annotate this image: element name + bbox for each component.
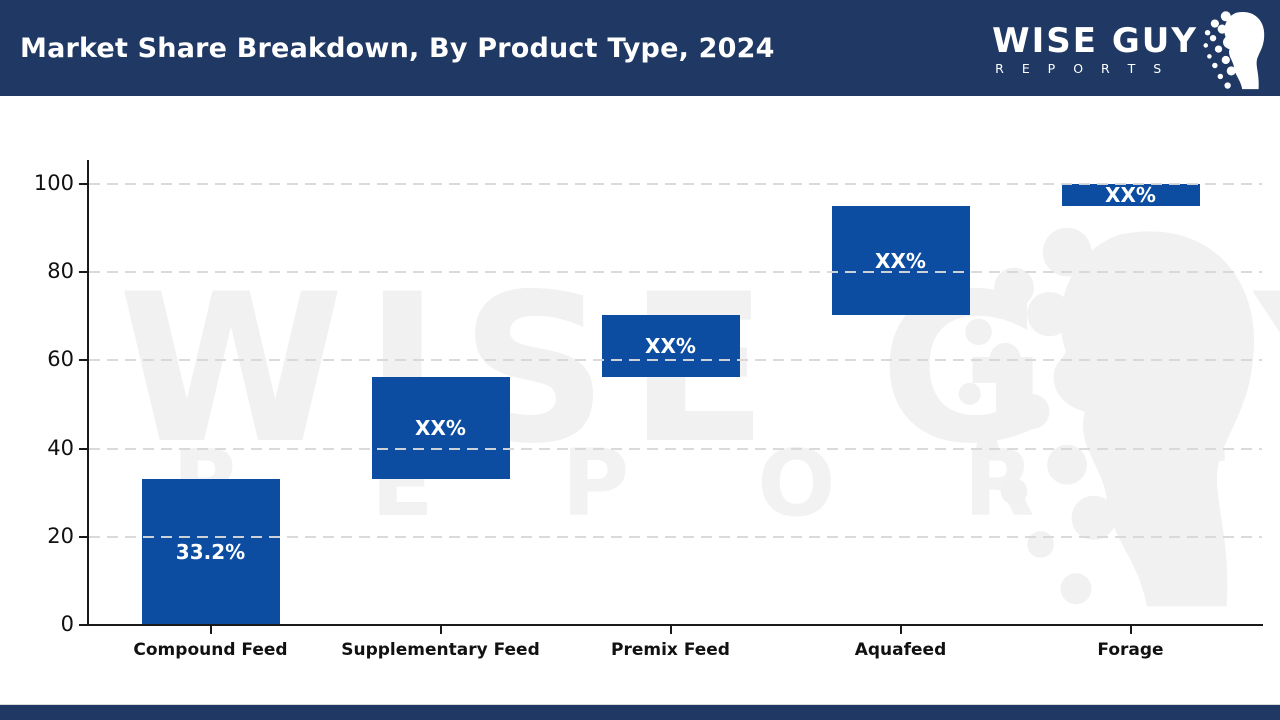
bar-compound-feed: 33.2% — [141, 478, 280, 625]
bar-forage: XX% — [1061, 183, 1200, 208]
bar-value-label: XX% — [415, 415, 466, 440]
y-axis-tick-label: 20 — [47, 523, 74, 548]
y-tick-mark — [79, 624, 87, 626]
x-axis-category-label: Aquafeed — [854, 640, 947, 660]
x-axis-category-label: Compound Feed — [133, 640, 288, 660]
gridline-80 — [89, 271, 1262, 274]
bar-value-label: 33.2% — [175, 539, 246, 564]
x-axis-category-label: Supplementary Feed — [341, 640, 540, 660]
y-axis-tick-label: 0 — [60, 612, 74, 636]
bar-value-label: XX% — [1105, 183, 1156, 208]
page-title: Market Share Breakdown, By Product Type,… — [20, 32, 775, 64]
x-axis-category-label: Premix Feed — [611, 640, 730, 660]
brand-name-text: WISE GUY — [992, 21, 1198, 62]
y-axis-tick-label: 80 — [47, 259, 74, 284]
header-bar: Market Share Breakdown, By Product Type,… — [0, 0, 1280, 96]
gridline-20 — [89, 535, 1262, 538]
x-tick-mark — [669, 626, 672, 634]
bar-value-label: XX% — [875, 248, 926, 273]
x-axis-spine — [87, 624, 1263, 626]
gridline-60 — [89, 359, 1262, 362]
x-tick-mark — [209, 626, 212, 634]
bar-value-label: XX% — [645, 334, 696, 359]
y-tick-mark — [79, 183, 87, 185]
footer-bar — [0, 704, 1280, 720]
y-tick-mark — [79, 271, 87, 274]
brand-wordmark: WISE GUY R E P O R T S — [992, 21, 1198, 76]
brand-face-icon — [1203, 11, 1265, 90]
x-tick-mark — [439, 626, 442, 634]
gridline-40 — [89, 447, 1262, 450]
gridline-100 — [89, 183, 1262, 185]
y-axis-spine — [87, 160, 89, 626]
bar-supplementary-feed: XX% — [371, 377, 510, 479]
y-tick-mark — [79, 359, 87, 362]
y-axis-tick-label: 60 — [47, 347, 74, 372]
x-tick-mark — [899, 626, 902, 634]
y-tick-mark — [79, 447, 87, 450]
x-axis-category-label: Forage — [1097, 640, 1164, 660]
bar-premix-feed: XX% — [601, 314, 740, 378]
watermark-face-icon — [958, 227, 1255, 607]
brand-reports-text: R E P O R T S — [995, 60, 1169, 76]
bar-aquafeed: XX% — [831, 206, 970, 315]
brand-logo: WISE GUY R E P O R T S — [992, 10, 1266, 90]
y-tick-mark — [79, 535, 87, 538]
y-axis-tick-label: 40 — [47, 435, 74, 460]
x-tick-mark — [1129, 626, 1132, 634]
y-axis-tick-label: 100 — [33, 171, 74, 195]
